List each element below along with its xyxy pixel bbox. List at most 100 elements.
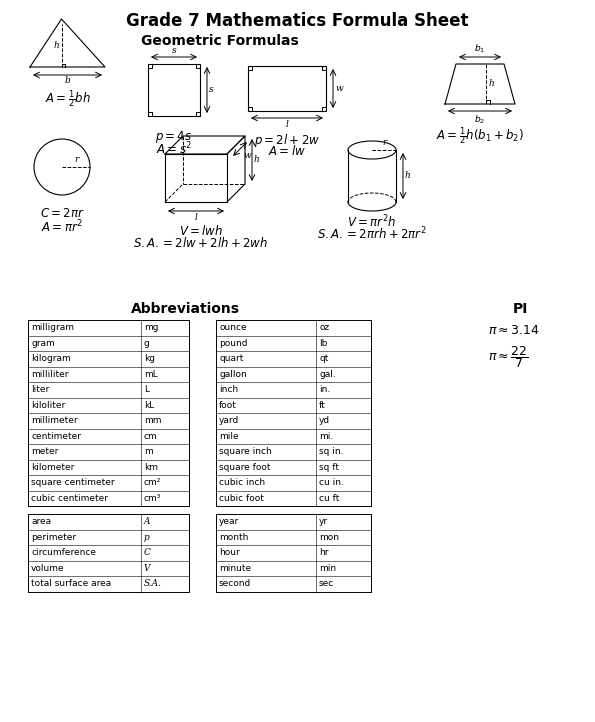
Text: minute: minute bbox=[219, 564, 251, 573]
Text: volume: volume bbox=[31, 564, 65, 573]
Text: Geometric Formulas: Geometric Formulas bbox=[141, 34, 299, 48]
Text: l: l bbox=[286, 120, 289, 129]
Bar bbox=[28, 514, 189, 591]
Text: hour: hour bbox=[219, 548, 240, 557]
Text: s: s bbox=[209, 85, 214, 95]
Text: cubic foot: cubic foot bbox=[219, 494, 264, 503]
Text: area: area bbox=[31, 517, 51, 526]
Text: $b_2$: $b_2$ bbox=[474, 113, 486, 126]
Text: s: s bbox=[172, 46, 176, 55]
Text: $A = \frac{1}{2}bh$: $A = \frac{1}{2}bh$ bbox=[45, 88, 90, 110]
Text: $A = s^2$: $A = s^2$ bbox=[156, 141, 192, 157]
Text: L: L bbox=[144, 386, 149, 394]
Bar bbox=[216, 320, 371, 506]
Text: circumference: circumference bbox=[31, 548, 96, 557]
Text: h: h bbox=[254, 155, 260, 165]
Text: $p = 4s$: $p = 4s$ bbox=[155, 129, 193, 145]
Text: yd: yd bbox=[319, 417, 330, 425]
Bar bbox=[28, 320, 189, 506]
Text: cubic inch: cubic inch bbox=[219, 478, 265, 487]
Text: sec: sec bbox=[319, 579, 334, 588]
Text: kL: kL bbox=[144, 401, 154, 410]
Text: qt: qt bbox=[319, 355, 328, 363]
Text: kiloliter: kiloliter bbox=[31, 401, 65, 410]
Text: m: m bbox=[144, 447, 153, 456]
Text: centimeter: centimeter bbox=[31, 432, 81, 440]
Text: cm³: cm³ bbox=[144, 494, 161, 503]
Text: square inch: square inch bbox=[219, 447, 272, 456]
Text: hr: hr bbox=[319, 548, 328, 557]
Text: $V = lwh$: $V = lwh$ bbox=[178, 224, 223, 238]
Text: w: w bbox=[335, 84, 343, 93]
Text: mi.: mi. bbox=[319, 432, 333, 440]
Text: l: l bbox=[195, 213, 198, 222]
Text: V: V bbox=[144, 564, 151, 573]
Text: $V = \pi r^2 h$: $V = \pi r^2 h$ bbox=[347, 214, 397, 230]
Text: year: year bbox=[219, 517, 239, 526]
Text: A: A bbox=[144, 517, 151, 526]
Text: sq ft: sq ft bbox=[319, 463, 339, 471]
Text: r: r bbox=[74, 155, 78, 164]
Text: mon: mon bbox=[319, 533, 339, 542]
Text: kilometer: kilometer bbox=[31, 463, 74, 471]
Text: yard: yard bbox=[219, 417, 239, 425]
Bar bbox=[148, 64, 200, 116]
Text: inch: inch bbox=[219, 386, 238, 394]
Text: perimeter: perimeter bbox=[31, 533, 76, 542]
Text: cm²: cm² bbox=[144, 478, 161, 487]
Text: $\pi \approx \dfrac{22}{7}$: $\pi \approx \dfrac{22}{7}$ bbox=[488, 344, 529, 370]
Text: C: C bbox=[144, 548, 151, 557]
Text: cm: cm bbox=[144, 432, 158, 440]
Text: $C = 2\pi r$: $C = 2\pi r$ bbox=[40, 207, 84, 220]
Bar bbox=[216, 514, 371, 591]
Text: sq in.: sq in. bbox=[319, 447, 343, 456]
Text: gram: gram bbox=[31, 339, 55, 348]
Text: h: h bbox=[405, 172, 411, 180]
Text: quart: quart bbox=[219, 355, 243, 363]
Text: cu in.: cu in. bbox=[319, 478, 344, 487]
Text: w: w bbox=[244, 150, 252, 160]
Text: foot: foot bbox=[219, 401, 237, 410]
Text: cu ft: cu ft bbox=[319, 494, 339, 503]
Text: second: second bbox=[219, 579, 251, 588]
Text: meter: meter bbox=[31, 447, 58, 456]
Text: cubic centimeter: cubic centimeter bbox=[31, 494, 108, 503]
Text: mile: mile bbox=[219, 432, 239, 440]
Text: $p = 2l + 2w$: $p = 2l + 2w$ bbox=[254, 132, 320, 149]
Text: $\pi \approx 3.14$: $\pi \approx 3.14$ bbox=[488, 324, 540, 337]
Text: ft: ft bbox=[319, 401, 325, 410]
Text: mm: mm bbox=[144, 417, 161, 425]
Text: milliliter: milliliter bbox=[31, 370, 68, 379]
Text: $S.A. = 2lw + 2lh + 2wh$: $S.A. = 2lw + 2lh + 2wh$ bbox=[133, 236, 268, 250]
Text: lb: lb bbox=[319, 339, 327, 348]
Text: kg: kg bbox=[144, 355, 155, 363]
Text: yr: yr bbox=[319, 517, 328, 526]
Text: km: km bbox=[144, 463, 158, 471]
Text: b: b bbox=[65, 76, 70, 85]
Text: mg: mg bbox=[144, 323, 158, 332]
Text: Grade 7 Mathematics Formula Sheet: Grade 7 Mathematics Formula Sheet bbox=[126, 12, 468, 30]
Text: p: p bbox=[144, 533, 150, 542]
Text: $S.A. = 2\pi rh + 2\pi r^2$: $S.A. = 2\pi rh + 2\pi r^2$ bbox=[317, 226, 427, 243]
Text: total surface area: total surface area bbox=[31, 579, 111, 588]
Text: square centimeter: square centimeter bbox=[31, 478, 115, 487]
Text: min: min bbox=[319, 564, 336, 573]
Text: g: g bbox=[144, 339, 150, 348]
Text: $b_1$: $b_1$ bbox=[474, 43, 486, 55]
Text: liter: liter bbox=[31, 386, 49, 394]
Text: Abbreviations: Abbreviations bbox=[130, 302, 240, 316]
Text: in.: in. bbox=[319, 386, 330, 394]
Text: $A = \pi r^2$: $A = \pi r^2$ bbox=[41, 219, 83, 235]
Text: millimeter: millimeter bbox=[31, 417, 77, 425]
Bar bbox=[248, 66, 326, 111]
Text: month: month bbox=[219, 533, 248, 542]
Text: oz: oz bbox=[319, 323, 329, 332]
Text: PI: PI bbox=[512, 302, 528, 316]
Text: mL: mL bbox=[144, 370, 158, 379]
Text: kilogram: kilogram bbox=[31, 355, 71, 363]
Text: h: h bbox=[489, 79, 495, 89]
Text: ounce: ounce bbox=[219, 323, 246, 332]
Text: $A = \frac{1}{2}h(b_1+b_2)$: $A = \frac{1}{2}h(b_1+b_2)$ bbox=[436, 125, 524, 147]
Text: h: h bbox=[54, 41, 60, 50]
Text: square foot: square foot bbox=[219, 463, 271, 471]
